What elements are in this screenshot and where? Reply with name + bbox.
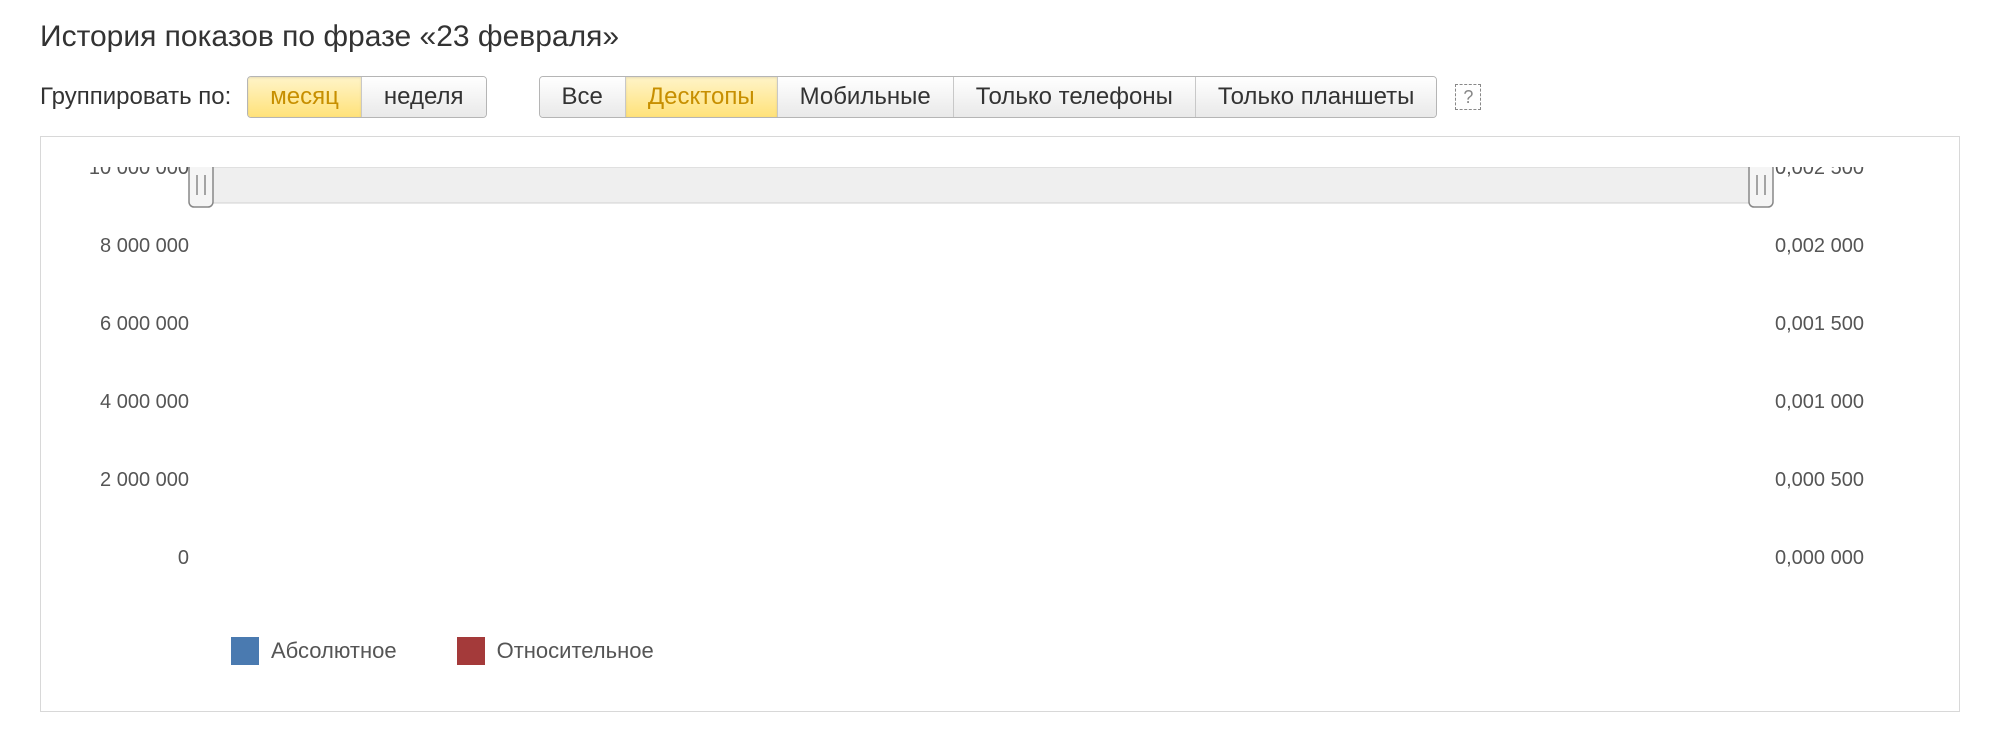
svg-text:0,000 500: 0,000 500: [1775, 469, 1864, 491]
group-by-buttons: месяц неделя: [247, 76, 486, 118]
chart-legend: Абсолютное Относительное: [231, 637, 1939, 665]
svg-text:0,000 000: 0,000 000: [1775, 547, 1864, 569]
device-all-button[interactable]: Все: [540, 77, 625, 117]
device-tablets-button[interactable]: Только планшеты: [1195, 77, 1437, 117]
device-phones-button[interactable]: Только телефоны: [953, 77, 1195, 117]
svg-text:0,002 500: 0,002 500: [1775, 167, 1864, 179]
legend-swatch-relative: [457, 637, 485, 665]
page-title: История показов по фразе «23 февраля»: [40, 20, 1960, 54]
svg-text:0,001 000: 0,001 000: [1775, 391, 1864, 413]
svg-text:6 000 000: 6 000 000: [100, 313, 189, 335]
svg-text:4 000 000: 4 000 000: [100, 391, 189, 413]
chart-frame: 0 2 000 000 4 000 000 6 000 000 8 000 000 10 …: [40, 136, 1960, 712]
chart-inner: 0 2 000 000 4 000 000 6 000 000 8 000 000 10 …: [61, 167, 1939, 701]
history-line-chart: 0 2 000 000 4 000 000 6 000 000 8 000 000 10 …: [61, 167, 1881, 627]
legend-label-relative: Относительное: [497, 638, 654, 664]
group-by-label: Группировать по:: [40, 83, 231, 111]
range-handle[interactable]: [189, 167, 213, 207]
legend-item-absolute[interactable]: Абсолютное: [231, 637, 397, 665]
svg-text:8 000 000: 8 000 000: [100, 235, 189, 257]
page-root: История показов по фразе «23 февраля» Гр…: [0, 0, 2000, 745]
group-week-button[interactable]: неделя: [361, 77, 486, 117]
legend-item-relative[interactable]: Относительное: [457, 637, 654, 665]
svg-text:0,002 000: 0,002 000: [1775, 235, 1864, 257]
help-icon[interactable]: ?: [1455, 84, 1481, 110]
svg-text:0,001 500: 0,001 500: [1775, 313, 1864, 335]
controls-row: Группировать по: месяц неделя Все Дескто…: [40, 76, 1960, 118]
range-handle[interactable]: [1749, 167, 1773, 207]
device-desktop-button[interactable]: Десктопы: [625, 77, 777, 117]
device-buttons: Все Десктопы Мобильные Только телефоны Т…: [539, 76, 1438, 118]
svg-text:2 000 000: 2 000 000: [100, 469, 189, 491]
legend-label-absolute: Абсолютное: [271, 638, 397, 664]
legend-swatch-absolute: [231, 637, 259, 665]
svg-text:10 000 000: 10 000 000: [89, 167, 189, 179]
group-month-button[interactable]: месяц: [248, 77, 361, 117]
device-mobile-button[interactable]: Мобильные: [777, 77, 953, 117]
svg-text:0: 0: [178, 547, 189, 569]
